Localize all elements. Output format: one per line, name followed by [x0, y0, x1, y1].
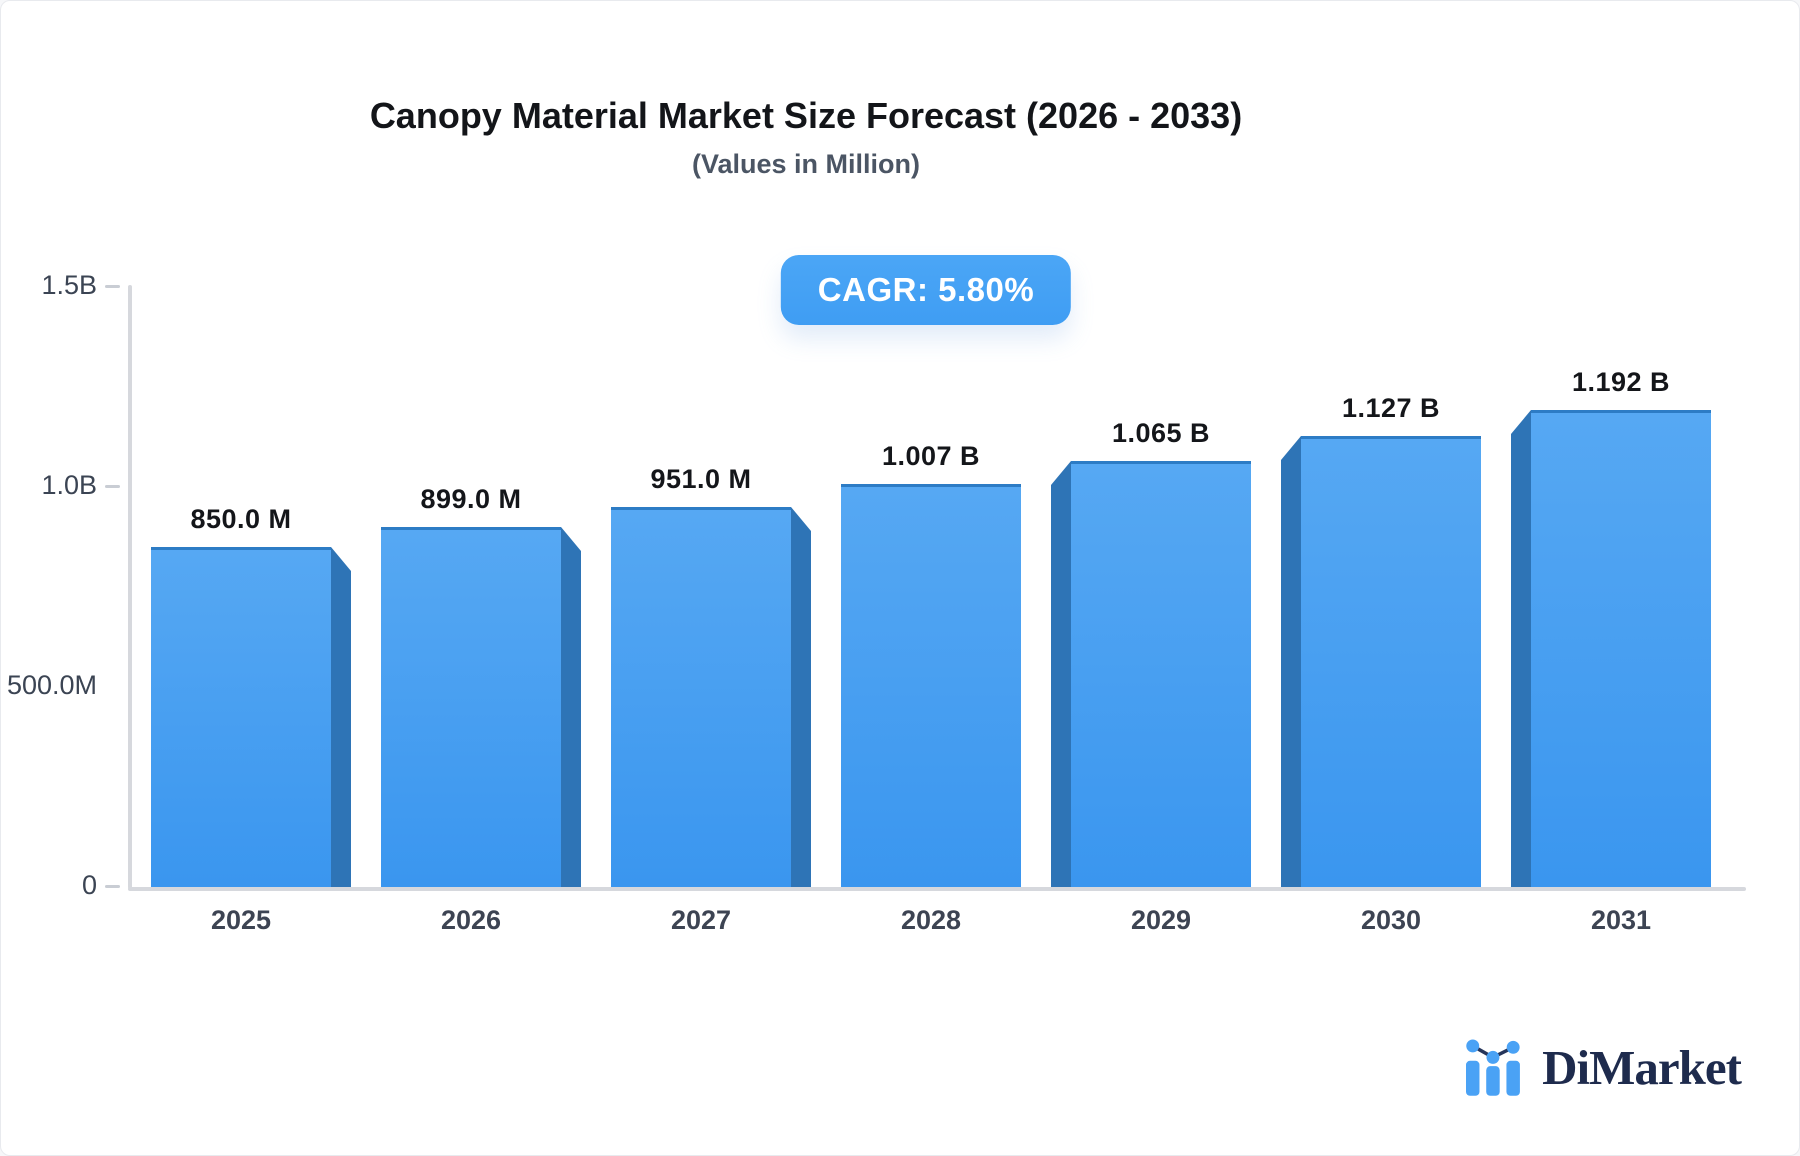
bar-value-label: 850.0 M: [190, 504, 292, 534]
x-tick-label-2029: 2029: [1130, 905, 1192, 935]
y-tick-label: 0: [81, 870, 97, 900]
y-tick-label: 1.5B: [41, 270, 97, 300]
y-tick-dash: [105, 485, 120, 488]
bar-value-label: 951.0 M: [650, 464, 752, 494]
bar-side-shade: [791, 507, 811, 887]
bar-value-label: 1.192 B: [1571, 367, 1671, 397]
y-axis-line: [128, 285, 132, 889]
bar-side-shade: [1051, 461, 1071, 887]
y-tick-dash: [105, 285, 120, 288]
bar-2028: 1.007 B: [841, 441, 1021, 887]
x-tick-label-2031: 2031: [1590, 905, 1652, 935]
chart-title: Canopy Material Market Size Forecast (20…: [369, 95, 1243, 136]
bar-value-label: 1.065 B: [1111, 418, 1211, 448]
brand-logo: DiMarket: [1466, 1039, 1742, 1096]
bar-2025: 850.0 M: [151, 504, 351, 887]
bar-face: [841, 484, 1021, 887]
x-tick-label-2030: 2030: [1360, 905, 1422, 935]
bar-side-shade: [561, 527, 581, 887]
bar-value-label: 1.127 B: [1341, 393, 1441, 423]
bar-side-shade: [1281, 436, 1301, 887]
bar-face: [1531, 410, 1711, 887]
bar-side-shade: [1511, 410, 1531, 887]
bar-2029: 1.065 B: [1051, 418, 1251, 887]
bar-face: [381, 527, 561, 887]
bar-face: [1301, 436, 1481, 887]
y-tick-dash: [105, 885, 120, 888]
bar-value-label: 899.0 M: [420, 484, 522, 514]
bar-2031: 1.192 B: [1511, 367, 1711, 887]
cagr-badge: CAGR: 5.80%: [780, 255, 1072, 325]
bar-2030: 1.127 B: [1281, 393, 1481, 887]
chart-subtitle: (Values in Million): [691, 149, 921, 179]
bar-face: [151, 547, 331, 887]
y-tick-label: 1.0B: [41, 470, 97, 500]
x-tick-label-2028: 2028: [900, 905, 962, 935]
mini-bar-chart-with-dots-icon: [1466, 1039, 1521, 1096]
x-tick-label-2026: 2026: [440, 905, 502, 935]
bar-side-shade: [331, 547, 351, 887]
x-axis-line: [128, 887, 1746, 891]
brand-logo-text: DiMarket: [1542, 1040, 1742, 1095]
bar-value-label: 1.007 B: [881, 441, 981, 471]
x-tick-label-2025: 2025: [210, 905, 272, 935]
bar-2026: 899.0 M: [381, 484, 581, 887]
bar-2027: 951.0 M: [611, 464, 811, 887]
x-tick-label-2027: 2027: [670, 905, 732, 935]
y-tick-label: 500.0M: [6, 670, 97, 700]
bar-face: [611, 507, 791, 887]
bar-face: [1071, 461, 1251, 887]
